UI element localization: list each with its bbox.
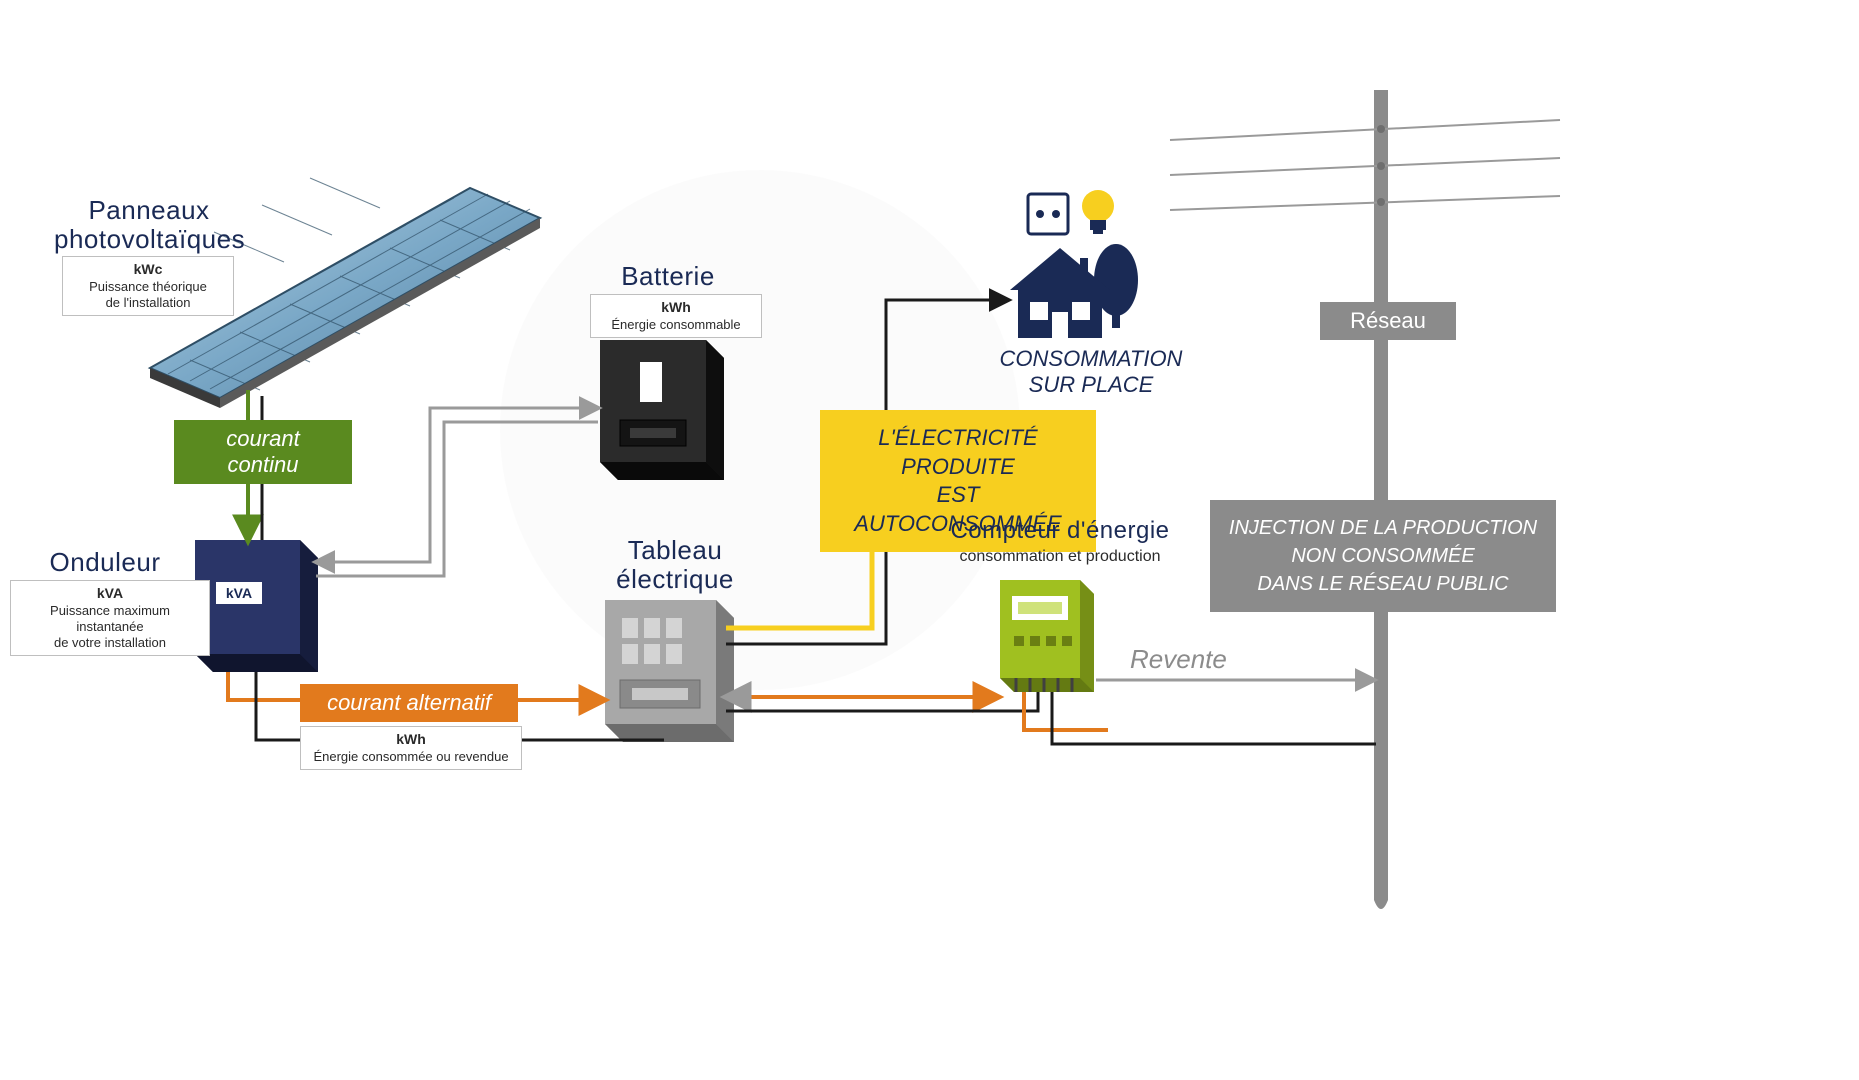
ac-tag: courant alternatif (300, 684, 518, 722)
meter-icon (1000, 580, 1094, 692)
dc-tag: courant continu (174, 420, 352, 484)
meter-sub: consommation et production (950, 548, 1170, 566)
inverter-title: Onduleur (30, 548, 180, 577)
ac-box: kWh Énergie consommée ou revendue (300, 726, 522, 770)
injection-box: INJECTION DE LA PRODUCTION NON CONSOMMÉE… (1210, 500, 1556, 612)
battery-icon (600, 340, 724, 480)
consumption-label: CONSOMMATION SUR PLACE (996, 346, 1186, 398)
battery-title: Batterie (598, 262, 738, 291)
wire-tab-meter-b (726, 692, 1038, 711)
reseau-label: Réseau (1320, 302, 1456, 340)
inverter-icon: kVA (195, 540, 318, 672)
diagram-stage: kVA (0, 0, 1859, 1080)
inverter-box: kVA Puissance maximum instantanée de vot… (10, 580, 210, 656)
inverter-badge: kVA (226, 585, 252, 601)
meter-title: Compteur d'énergie (950, 518, 1170, 544)
tableau-icon (605, 600, 734, 742)
wire-meter-pole-b (1052, 692, 1376, 744)
battery-box: kWh Énergie consommable (590, 294, 762, 338)
house-scene (1010, 190, 1138, 338)
panels-box: kWc Puissance théorique de l'installatio… (62, 256, 234, 316)
revente-label: Revente (1130, 644, 1227, 675)
panels-title: Panneaux photovoltaïques (54, 196, 244, 253)
tableau-title: Tableau électrique (600, 536, 750, 593)
